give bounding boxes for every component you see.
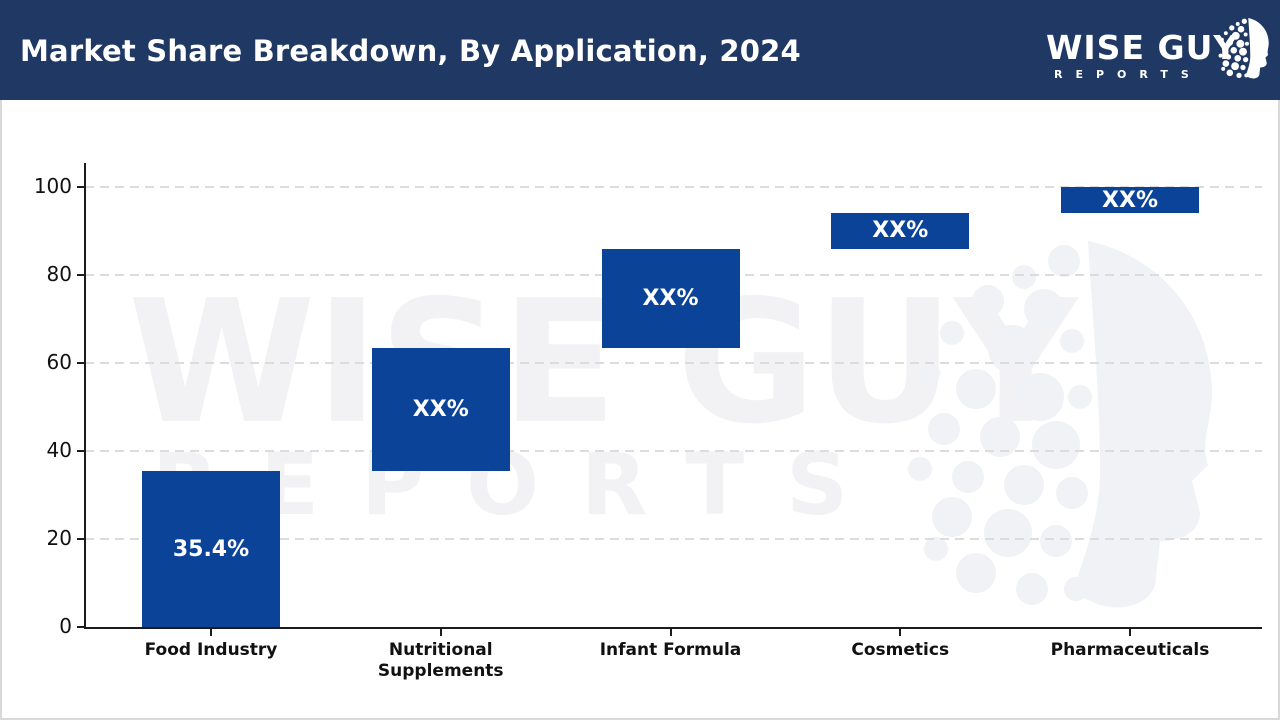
y-tick-label: 80 xyxy=(46,262,72,286)
watermark-face-icon xyxy=(908,241,1212,608)
y-tick-label: 100 xyxy=(33,174,72,198)
logo-subtitle: REPORTS xyxy=(1054,68,1202,81)
x-tick-nutritional-supplements xyxy=(439,629,442,636)
y-tick-0 xyxy=(77,626,84,628)
y-tick-20 xyxy=(77,538,84,540)
x-axis-label-food-industry: Food Industry xyxy=(144,640,278,660)
bar-value-label: XX% xyxy=(872,218,929,244)
x-axis-label-nutritional-supplements: Nutritional Supplements xyxy=(377,640,504,682)
bar-cosmetics: XX% xyxy=(831,213,970,249)
x-tick-cosmetics xyxy=(899,629,902,636)
bar-pharmaceuticals: XX% xyxy=(1061,187,1199,214)
page-title: Market Share Breakdown, By Application, … xyxy=(20,34,801,68)
x-tick-food-industry xyxy=(210,629,212,636)
y-tick-60 xyxy=(77,362,84,364)
gridline-40 xyxy=(85,450,1262,452)
y-tick-label: 0 xyxy=(59,614,72,638)
x-axis-label-cosmetics: Cosmetics xyxy=(851,640,950,660)
y-tick-label: 40 xyxy=(46,438,72,462)
y-tick-40 xyxy=(77,450,84,452)
x-axis-label-infant-formula: Infant Formula xyxy=(599,640,742,660)
y-tick-label: 20 xyxy=(46,526,72,550)
bar-nutritional-supplements: XX% xyxy=(371,347,510,472)
y-tick-label: 60 xyxy=(46,350,72,374)
y-tick-80 xyxy=(77,274,84,276)
logo-face-icon xyxy=(1218,18,1269,79)
bar-value-label: 35.4% xyxy=(172,536,250,562)
bar-value-label: XX% xyxy=(642,285,699,311)
wise-guy-logo: WISE GUY REPORTS xyxy=(1014,6,1269,96)
y-tick-100 xyxy=(77,186,84,188)
bar-infant-formula: XX% xyxy=(601,248,740,348)
x-tick-pharmaceuticals xyxy=(1129,629,1131,636)
x-axis-label-pharmaceuticals: Pharmaceuticals xyxy=(1050,640,1210,660)
gridline-60 xyxy=(85,362,1262,364)
bar-value-label: XX% xyxy=(1102,187,1158,213)
logo-wordmark: WISE GUY xyxy=(1046,28,1239,67)
gridline-20 xyxy=(85,538,1262,540)
gridline-100 xyxy=(85,186,1262,188)
bar-value-label: XX% xyxy=(412,396,469,422)
y-axis-line xyxy=(84,163,86,628)
x-axis-line xyxy=(84,627,1262,629)
header-bar: Market Share Breakdown, By Application, … xyxy=(0,0,1280,100)
bar-food-industry: 35.4% xyxy=(142,471,280,627)
x-tick-infant-formula xyxy=(669,629,672,636)
